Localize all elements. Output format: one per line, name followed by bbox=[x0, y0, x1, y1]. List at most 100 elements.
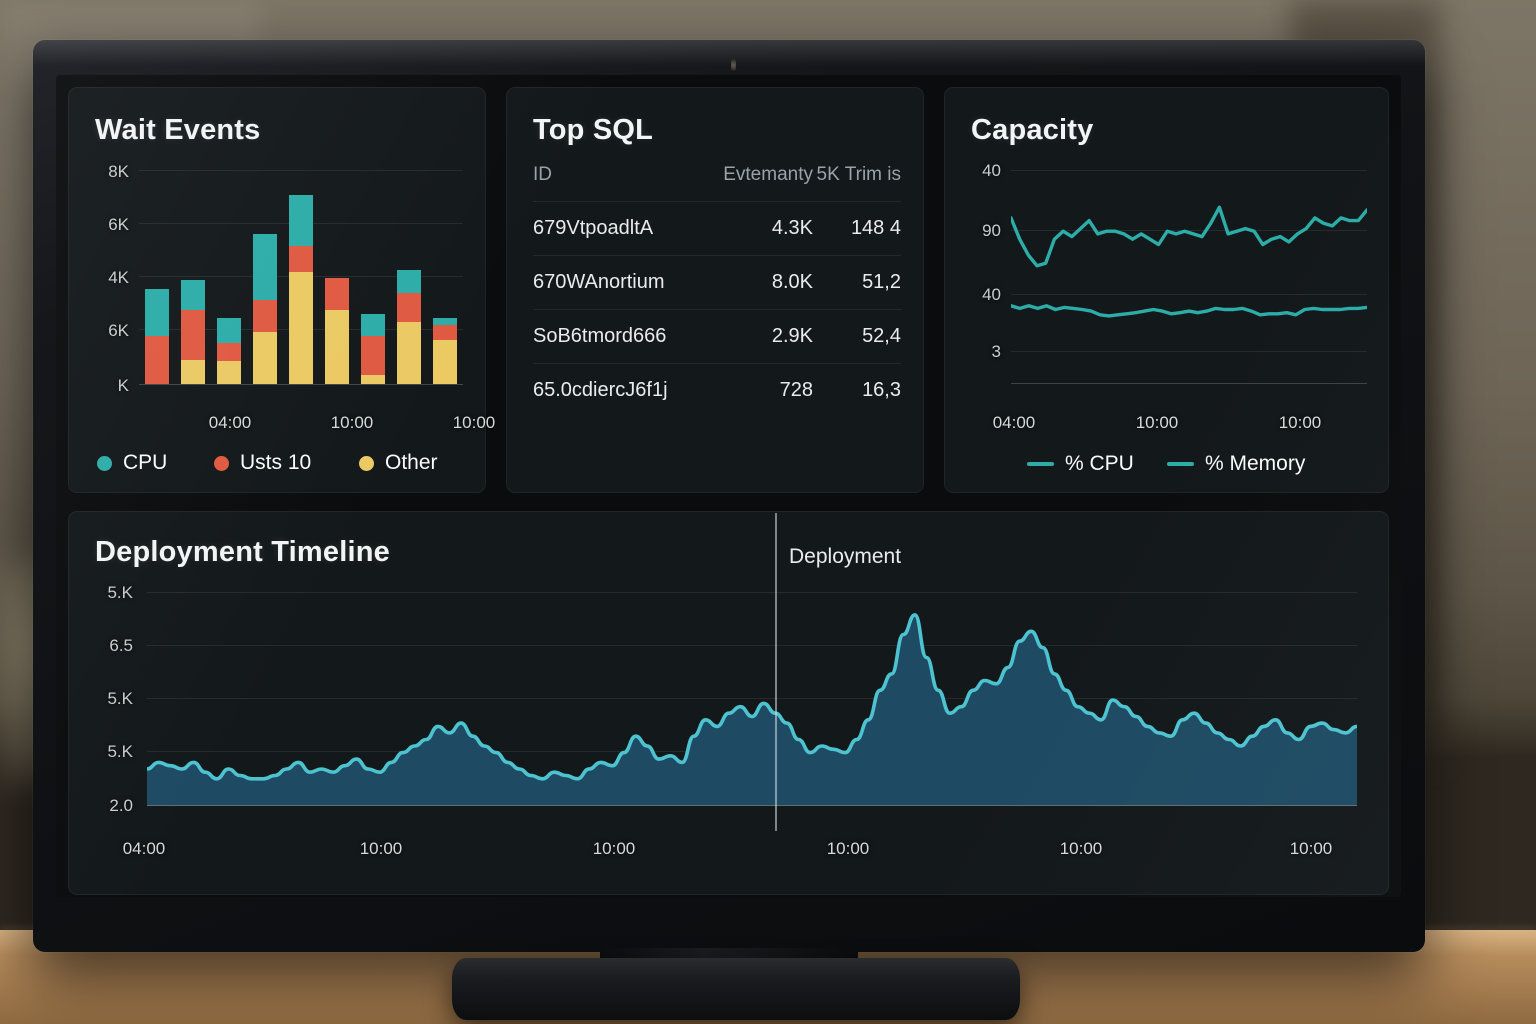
bar-segment-cpu[interactable] bbox=[181, 279, 205, 311]
dep-gridline bbox=[147, 698, 1357, 699]
column-header-id: ID bbox=[533, 164, 552, 185]
monitor-screen: Wait Events 8K 6K 4K 6K K bbox=[56, 75, 1401, 897]
cell-sql-id: 670WAnortium bbox=[533, 271, 665, 293]
dep-x-tick-5: 10:00 bbox=[1289, 839, 1333, 858]
monitor-stand-base bbox=[452, 958, 1020, 1020]
bar-segment-other[interactable] bbox=[397, 322, 421, 384]
bar-segment-usts---[interactable] bbox=[325, 278, 349, 311]
legend-label-cpu-pct: % CPU bbox=[1065, 452, 1134, 475]
dep-y-tick-2: 5.K bbox=[107, 689, 133, 708]
bar-segment-other[interactable] bbox=[325, 310, 349, 384]
panel-title-capacity: Capacity bbox=[971, 114, 1094, 146]
cap-x-tick-1: 10:00 bbox=[1135, 413, 1179, 432]
cap-gridline bbox=[1011, 170, 1367, 171]
bar-segment-usts---[interactable] bbox=[253, 299, 277, 332]
capacity-line-chart[interactable] bbox=[1011, 170, 1367, 383]
bar-segment-other[interactable] bbox=[181, 359, 205, 384]
bar-segment-cpu[interactable] bbox=[145, 289, 169, 336]
dep-gridline bbox=[147, 592, 1357, 593]
legend-item-usts[interactable]: Usts 10 bbox=[214, 451, 311, 475]
bar-segment-usts---[interactable] bbox=[397, 293, 421, 323]
legend-item-memory-pct[interactable]: % Memory bbox=[1167, 452, 1305, 476]
cap-gridline bbox=[1011, 230, 1367, 231]
dep-y-tick-4: 2.0 bbox=[109, 796, 133, 815]
bar-segment-cpu[interactable] bbox=[217, 318, 241, 343]
cell-executions: 728 bbox=[779, 379, 813, 401]
cap-y-tick-0: 40 bbox=[982, 161, 1001, 180]
capacity-series-memory[interactable] bbox=[1011, 304, 1367, 318]
dep-x-tick-0: 04:00 bbox=[122, 839, 166, 858]
bar-segment-usts---[interactable] bbox=[145, 335, 169, 384]
table-row[interactable]: 670WAnortium 8.0K 51,2 bbox=[533, 255, 901, 309]
cell-executions: 4.3K bbox=[771, 217, 813, 239]
wait-gridline bbox=[139, 170, 463, 171]
capacity-plot: 40 90 40 3 bbox=[969, 161, 1367, 410]
dashboard: Wait Events 8K 6K 4K 6K K bbox=[56, 75, 1401, 897]
cap-x-tick-2: 10:00 bbox=[1278, 413, 1322, 432]
wait-events-bars[interactable] bbox=[139, 170, 463, 384]
bar-segment-cpu[interactable] bbox=[253, 234, 277, 300]
bar-segment-other[interactable] bbox=[289, 271, 313, 384]
capacity-series-cpu[interactable] bbox=[1011, 205, 1367, 268]
bar-segment-other[interactable] bbox=[253, 331, 277, 384]
bar-segment-other[interactable] bbox=[217, 361, 241, 384]
deployment-series-line[interactable] bbox=[147, 613, 1357, 781]
wait-y-tick-1: 6K bbox=[108, 215, 129, 234]
panel-capacity[interactable]: Capacity 40 90 40 3 04:00 10 bbox=[944, 87, 1389, 493]
deployment-area-chart[interactable] bbox=[147, 592, 1357, 805]
table-row[interactable]: SoB6tmord666 2.9K 52,4 bbox=[533, 309, 901, 363]
wait-axis-line bbox=[139, 384, 463, 385]
legend-label-cpu: CPU bbox=[123, 451, 168, 474]
panel-deployment-timeline[interactable]: Deployment Timeline 5.K 6.5 5.K 5.K 2.0 … bbox=[68, 511, 1389, 895]
cell-sql-id: 679VtpoadltA bbox=[533, 217, 654, 239]
bar-segment-usts---[interactable] bbox=[289, 246, 313, 272]
legend-item-cpu[interactable]: CPU bbox=[97, 451, 167, 475]
cell-executions: 8.0K bbox=[771, 271, 813, 293]
bar-segment-other[interactable] bbox=[361, 374, 385, 384]
bar-segment-cpu[interactable] bbox=[433, 318, 457, 326]
cell-sql-id: SoB6tmord666 bbox=[533, 325, 667, 347]
bar-segment-usts---[interactable] bbox=[433, 325, 457, 340]
bar-segment-cpu[interactable] bbox=[289, 195, 313, 247]
dep-x-tick-3: 10:00 bbox=[826, 839, 870, 858]
top-sql-table[interactable]: ID Evtemanty 5K Trim is 679VtpoadltA 4.3… bbox=[533, 164, 901, 417]
panel-top-sql[interactable]: Top SQL ID Evtemanty 5K Trim is 679Vtpoa… bbox=[506, 87, 924, 493]
wait-y-tick-2: 4K bbox=[108, 268, 129, 287]
bar-segment-usts---[interactable] bbox=[217, 342, 241, 362]
wait-y-tick-3: 6K bbox=[108, 321, 129, 340]
panel-title-top-sql: Top SQL bbox=[533, 114, 654, 146]
cell-executions: 2.9K bbox=[771, 325, 813, 347]
panel-wait-events[interactable]: Wait Events 8K 6K 4K 6K K bbox=[68, 87, 495, 493]
wait-x-tick-1: 10:00 bbox=[330, 413, 374, 432]
cell-time: 148 4 bbox=[850, 217, 901, 239]
cap-x-tick-0: 04:00 bbox=[992, 413, 1036, 432]
deployment-area-fill bbox=[147, 614, 1357, 805]
wait-y-tick-4: K bbox=[117, 376, 129, 395]
table-row[interactable]: 65.0cdiercJ6f1j 728 16,3 bbox=[533, 363, 901, 417]
cell-time: 16,3 bbox=[862, 379, 901, 401]
dashboard-top-row: Wait Events 8K 6K 4K 6K K bbox=[68, 87, 1389, 493]
bar-segment-usts---[interactable] bbox=[181, 310, 205, 360]
bar-segment-cpu[interactable] bbox=[361, 314, 385, 336]
wait-y-tick-0: 8K bbox=[108, 162, 129, 181]
panel-title-wait-events: Wait Events bbox=[95, 114, 261, 146]
dep-y-tick-1: 6.5 bbox=[109, 636, 133, 655]
bar-segment-usts---[interactable] bbox=[361, 335, 385, 375]
cell-time: 52,4 bbox=[862, 325, 901, 347]
cap-gridline bbox=[1011, 294, 1367, 295]
deployment-marker-line[interactable] bbox=[775, 513, 777, 831]
bar-segment-other[interactable] bbox=[433, 339, 457, 384]
legend-label-memory-pct: % Memory bbox=[1205, 452, 1306, 475]
cpu-line-swatch-icon bbox=[1027, 462, 1054, 466]
dep-y-tick-3: 5.K bbox=[107, 742, 133, 761]
bar-segment-cpu[interactable] bbox=[397, 270, 421, 294]
table-row[interactable]: 679VtpoadltA 4.3K 148 4 bbox=[533, 201, 901, 255]
legend-item-other[interactable]: Other bbox=[359, 451, 438, 475]
other-color-swatch-icon bbox=[359, 455, 374, 471]
legend-item-cpu-pct[interactable]: % CPU bbox=[1027, 452, 1134, 476]
cap-y-tick-2: 40 bbox=[982, 285, 1001, 304]
wait-x-tick-0: 04:00 bbox=[208, 413, 252, 432]
cap-y-tick-3: 3 bbox=[991, 342, 1001, 361]
table-header-row: ID Evtemanty 5K Trim is bbox=[533, 164, 901, 201]
dep-x-tick-4: 10:00 bbox=[1059, 839, 1103, 858]
